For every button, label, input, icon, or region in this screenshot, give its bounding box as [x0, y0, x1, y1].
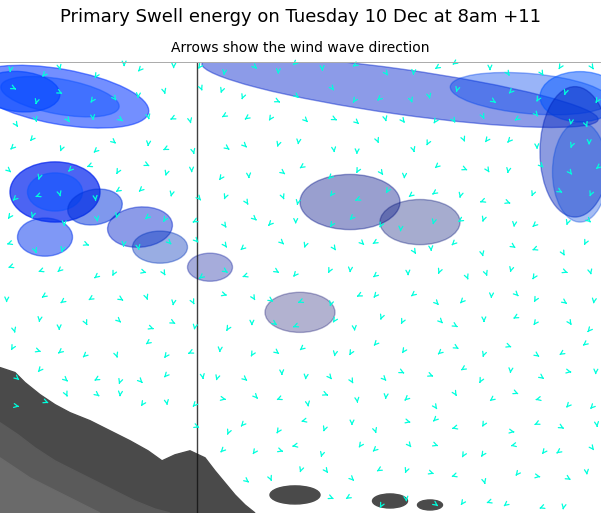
Ellipse shape — [270, 486, 320, 504]
Polygon shape — [0, 367, 255, 513]
Ellipse shape — [373, 494, 407, 508]
Ellipse shape — [450, 72, 601, 115]
Polygon shape — [0, 423, 170, 513]
Ellipse shape — [418, 500, 442, 510]
Ellipse shape — [202, 56, 598, 127]
Text: Primary Swell energy on Tuesday 10 Dec at 8am +11: Primary Swell energy on Tuesday 10 Dec a… — [60, 8, 541, 26]
Ellipse shape — [265, 292, 335, 332]
Ellipse shape — [188, 253, 233, 281]
Ellipse shape — [28, 173, 82, 211]
Ellipse shape — [540, 72, 601, 122]
Ellipse shape — [380, 200, 460, 245]
Text: Arrows show the wind wave direction: Arrows show the wind wave direction — [171, 41, 430, 55]
Ellipse shape — [1, 76, 119, 117]
Ellipse shape — [17, 218, 73, 256]
Ellipse shape — [552, 122, 601, 222]
Ellipse shape — [132, 231, 188, 263]
Polygon shape — [0, 458, 100, 513]
Ellipse shape — [108, 207, 172, 247]
Ellipse shape — [0, 65, 149, 128]
Ellipse shape — [540, 87, 601, 217]
Ellipse shape — [300, 174, 400, 230]
Ellipse shape — [0, 71, 60, 112]
Ellipse shape — [68, 189, 122, 225]
Ellipse shape — [10, 162, 100, 222]
